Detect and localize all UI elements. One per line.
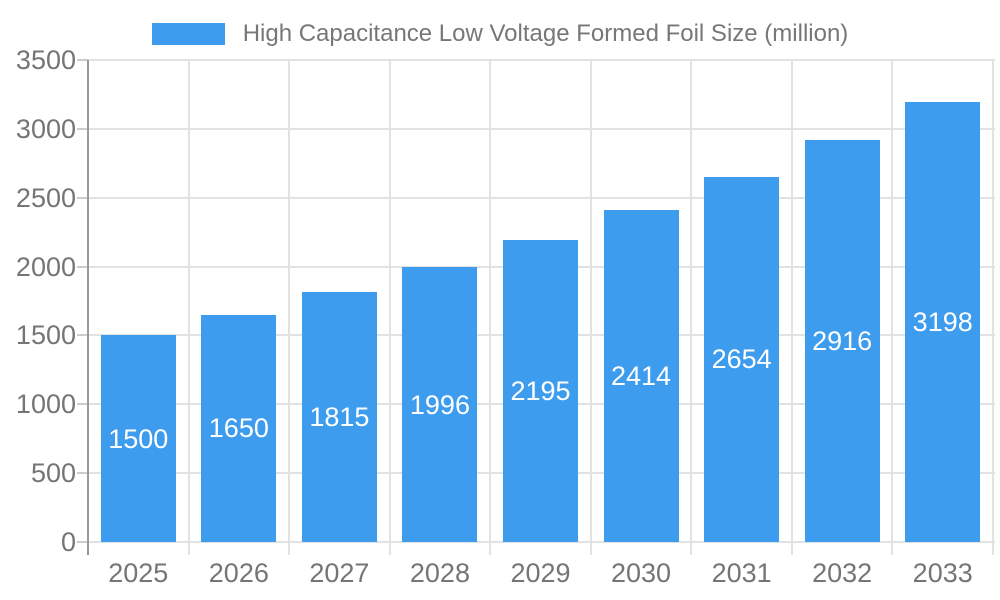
gridline-vertical	[288, 60, 291, 555]
x-axis-tick-label: 2025	[108, 558, 169, 588]
bar-2032[interactable]: 2916	[804, 140, 880, 542]
bar-2027[interactable]: 1815	[301, 292, 377, 542]
gridline-vertical	[589, 60, 592, 555]
x-axis-tick-label: 2028	[409, 558, 470, 588]
y-axis-tick	[77, 334, 88, 337]
gridline-vertical	[891, 60, 894, 555]
y-axis-tick	[77, 265, 88, 268]
gridline-vertical	[187, 60, 190, 555]
y-axis-tick	[77, 403, 88, 406]
x-axis-tick-label: 2031	[711, 558, 772, 588]
bar-value-label: 2195	[510, 375, 571, 406]
y-axis-tick-label: 2000	[15, 251, 76, 282]
x-axis-tick-label: 2032	[812, 558, 873, 588]
bar-2028[interactable]: 1996	[402, 267, 478, 542]
x-axis-tick-label: 2030	[611, 558, 672, 588]
gridline-horizontal	[88, 127, 995, 130]
y-axis-tick-label: 2500	[15, 182, 76, 213]
bar-value-label: 1650	[208, 413, 269, 444]
bar-2030[interactable]: 2414	[603, 209, 679, 542]
gridline-vertical	[489, 60, 492, 555]
legend-swatch	[151, 23, 225, 45]
bar-value-label: 2414	[611, 360, 672, 391]
bar-value-label: 2654	[711, 344, 772, 375]
gridline-vertical	[388, 60, 391, 555]
bar-2033[interactable]: 3198	[905, 101, 981, 542]
y-axis-tick-label: 0	[60, 527, 76, 557]
bar-value-label: 1815	[309, 402, 370, 433]
x-axis-tick-label: 2033	[912, 558, 973, 588]
bar-2026[interactable]: 1650	[201, 314, 277, 542]
y-axis-tick-label: 3500	[15, 45, 76, 75]
y-axis-line	[87, 60, 89, 555]
y-axis-tick	[77, 196, 88, 199]
y-axis-tick	[77, 472, 88, 475]
bar-2029[interactable]: 2195	[503, 239, 578, 542]
y-axis-tick-label: 500	[30, 458, 76, 489]
bar-value-label: 1500	[108, 423, 169, 454]
y-axis-tick	[77, 127, 88, 130]
bar-2031[interactable]: 2654	[704, 176, 780, 542]
legend-label: High Capacitance Low Voltage Formed Foil…	[242, 20, 849, 47]
bar-value-label: 1996	[409, 389, 470, 420]
x-axis-tick-label: 2027	[309, 558, 370, 588]
y-axis-tick-label: 1500	[15, 320, 76, 351]
gridline-vertical	[992, 60, 994, 555]
y-axis-tick-label: 1000	[15, 389, 76, 420]
legend[interactable]: High Capacitance Low Voltage Formed Foil…	[0, 22, 1000, 46]
gridline-vertical	[690, 60, 693, 555]
y-axis-tick	[77, 59, 88, 61]
y-axis-tick-label: 3000	[15, 113, 76, 144]
bar-value-label: 2916	[812, 326, 873, 357]
y-axis-tick	[77, 541, 88, 543]
x-axis-tick-label: 2026	[208, 558, 269, 588]
x-axis-tick-label: 2029	[510, 558, 571, 588]
bar-2025[interactable]: 1500	[100, 335, 176, 542]
gridline-vertical	[790, 60, 793, 555]
gridline-horizontal	[88, 196, 995, 199]
gridline-horizontal	[88, 541, 995, 543]
bar-value-label: 3198	[912, 306, 973, 337]
gridline-horizontal	[88, 59, 995, 61]
